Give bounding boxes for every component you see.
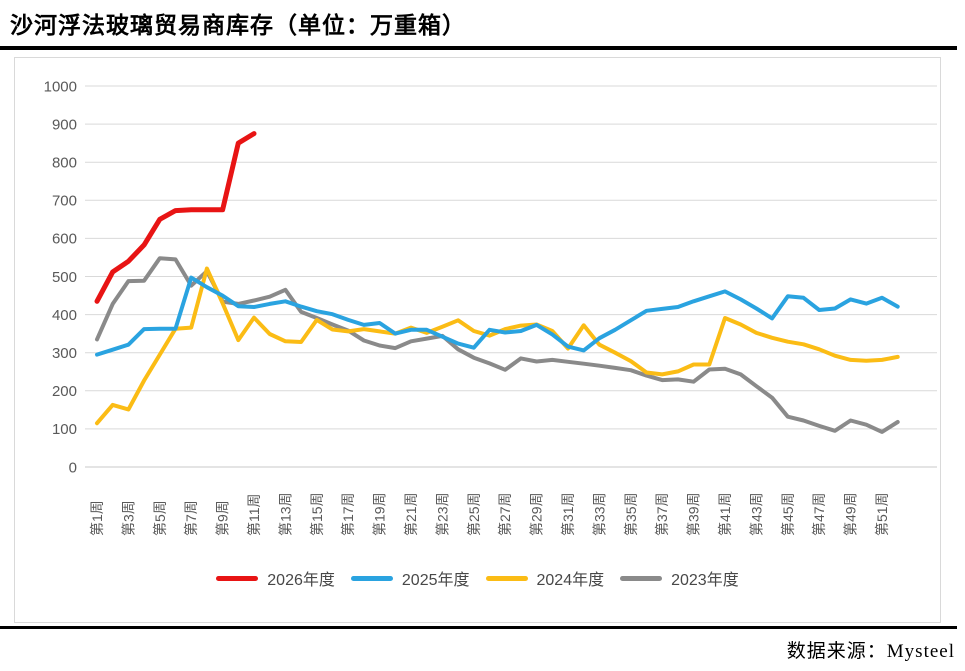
y-axis-tick-label: 400 — [52, 307, 77, 324]
x-axis-tick-label: 第9周 — [215, 500, 231, 536]
x-axis-tick-label: 第37周 — [654, 492, 670, 536]
chart-legend: 2026年度 2025年度 2024年度 2023年度 — [15, 566, 940, 590]
series-line-2025 — [95, 275, 900, 357]
x-axis-tick-label: 第49周 — [843, 492, 859, 536]
x-axis-tick-label: 第43周 — [748, 492, 764, 536]
x-axis-tick-label: 第11周 — [246, 493, 262, 536]
x-axis-tick-label: 第25周 — [466, 492, 482, 536]
x-axis-tick-label: 第19周 — [372, 492, 388, 536]
gridlines — [85, 85, 937, 468]
x-axis-tick-label: 第45周 — [780, 492, 796, 536]
y-axis-tick-label: 1000 — [44, 78, 77, 95]
chart-container: 0 100 200 300 400 500 600 700 800 900 1000 第1周 第3周 第5… — [14, 57, 941, 623]
x-axis-tick-label: 第51周 — [874, 492, 890, 536]
legend-item-2025: 2025年度 — [350, 566, 470, 590]
y-axis-tick-label: 500 — [52, 269, 77, 286]
x-axis-tick-label: 第21周 — [403, 492, 419, 536]
x-axis-tick-label: 第31周 — [560, 492, 576, 536]
x-axis-tick-label: 第47周 — [811, 492, 827, 536]
x-axis-tick-label: 第33周 — [591, 492, 607, 536]
page-title: 沙河浮法玻璃贸易商库存（单位：万重箱） — [10, 13, 466, 38]
x-axis-tick-label: 第27周 — [497, 492, 513, 536]
y-axis-labels: 0 100 200 300 400 500 600 700 800 900 1000 — [44, 78, 77, 476]
legend-swatch — [485, 575, 528, 581]
x-axis-tick-label: 第7周 — [183, 500, 199, 536]
data-source-note: 数据来源：Mysteel — [786, 641, 955, 662]
legend-swatch — [620, 575, 663, 581]
x-axis-tick-label: 第23周 — [434, 492, 450, 536]
legend-item-2024: 2024年度 — [485, 566, 605, 590]
x-axis-tick-label: 第13周 — [277, 492, 293, 536]
legend-label: 2024年度 — [536, 572, 605, 589]
series-line-2026 — [94, 131, 257, 304]
legend-label: 2023年度 — [671, 572, 739, 589]
legend-label: 2026年度 — [267, 572, 335, 589]
y-axis-tick-label: 200 — [52, 383, 77, 400]
y-axis-tick-label: 700 — [52, 193, 77, 210]
legend-swatch — [216, 575, 259, 581]
series-line-2023 — [95, 256, 900, 434]
y-axis-tick-label: 100 — [52, 421, 77, 438]
y-axis-tick-label: 600 — [52, 231, 77, 248]
x-axis-tick-label: 第17周 — [340, 492, 356, 536]
x-axis-tick-label: 第29周 — [529, 492, 545, 536]
legend-label: 2025年度 — [401, 572, 470, 589]
y-axis-tick-label: 900 — [52, 116, 77, 133]
legend-item-2023: 2023年度 — [620, 566, 739, 590]
legend-swatch — [350, 575, 393, 581]
x-axis-tick-label: 第3周 — [120, 500, 136, 536]
y-axis-tick-label: 800 — [52, 154, 77, 171]
x-axis-tick-label: 第5周 — [152, 500, 168, 536]
x-axis-tick-label: 第35周 — [623, 492, 639, 536]
x-axis-labels: 第1周 第3周 第5周 第7周 第9周 第11周 第13周 第15周 第17周 第19周 第21周第… — [89, 492, 890, 536]
x-axis-tick-label: 第39周 — [686, 492, 702, 536]
x-axis-tick-label: 第41周 — [717, 492, 733, 536]
title-divider — [0, 46, 957, 50]
x-axis-tick-label: 第15周 — [309, 492, 325, 536]
y-axis-tick-label: 0 — [69, 459, 77, 476]
footer-divider — [0, 626, 957, 629]
legend-item-2026: 2026年度 — [216, 566, 335, 590]
y-axis-tick-label: 300 — [52, 345, 77, 362]
x-axis-tick-label: 第1周 — [89, 500, 105, 536]
